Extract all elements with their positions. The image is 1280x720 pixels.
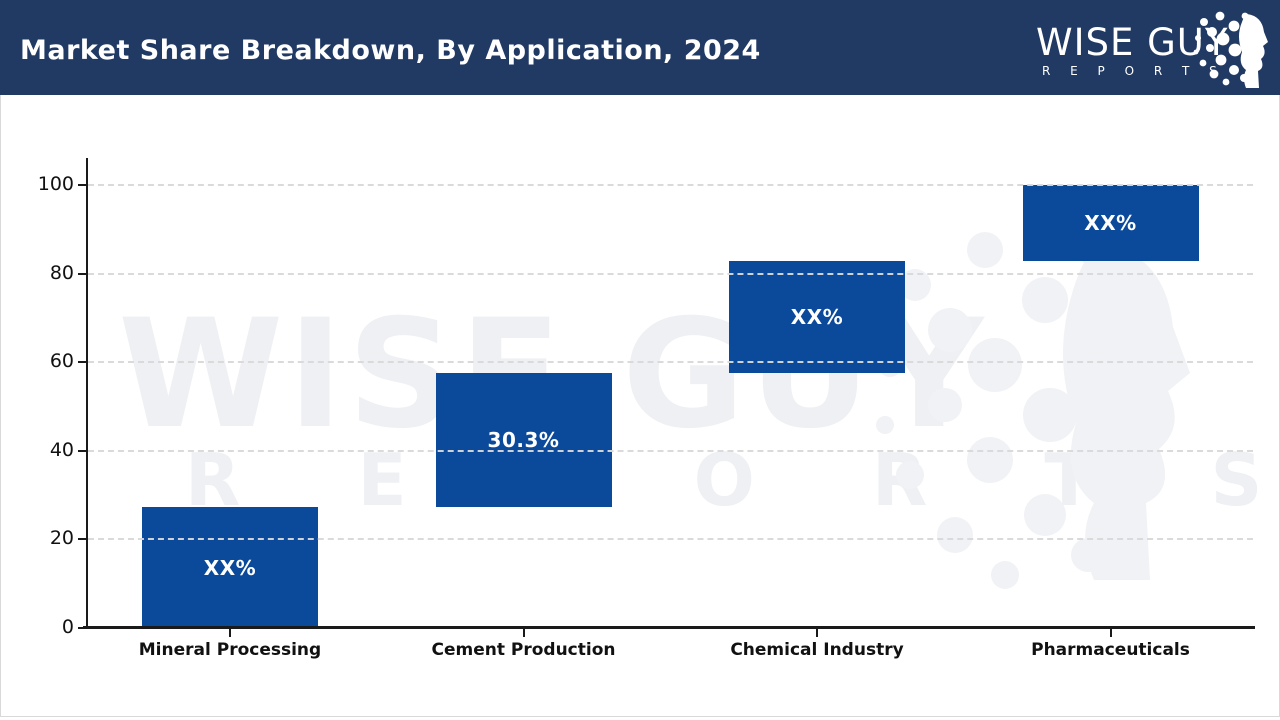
dotted-head-icon [1190, 8, 1268, 94]
bar-value-label-mineral-processing: XX% [203, 555, 257, 580]
logo-wise-guy-text: WISE GUY [1036, 21, 1229, 64]
page-title: Market Share Breakdown, By Application, … [20, 35, 761, 66]
y-tick-label-80: 80 [49, 261, 74, 284]
bar-chemical-industry: XX% [729, 260, 905, 373]
x-tick-mark-mineral-processing [229, 629, 231, 637]
y-tick-label-60: 60 [49, 350, 74, 373]
gridline-20 [88, 538, 1253, 541]
x-tick-label-cement-production: Cement Production [431, 640, 616, 660]
header-bar: Market Share Breakdown, By Application, … [0, 0, 1280, 95]
logo-wordmark: WISE GUY R E P O R T S [1036, 21, 1229, 78]
y-tick-mark-0 [78, 627, 86, 629]
y-tick-mark-20 [78, 538, 86, 541]
bar-value-label-cement-production: 30.3% [487, 427, 560, 452]
gridline-60 [88, 361, 1253, 364]
y-tick-label-100: 100 [37, 173, 74, 195]
x-tick-label-pharmaceuticals: Pharmaceuticals [1031, 640, 1190, 660]
y-tick-mark-80 [78, 272, 86, 275]
gridline-40 [88, 449, 1253, 452]
y-tick-mark-40 [78, 449, 86, 452]
bar-value-label-pharmaceuticals: XX% [1084, 210, 1137, 235]
gridline-80 [88, 272, 1253, 275]
bar-mineral-processing: XX% [142, 507, 318, 628]
bar-pharmaceuticals: XX% [1022, 185, 1199, 261]
y-tick-label-40: 40 [49, 438, 74, 461]
x-tick-mark-chemical-industry [816, 629, 818, 637]
bar-cement-production: 30.3% [435, 372, 612, 508]
watermark-dotted-head-icon [860, 215, 1190, 619]
wise-guy-logo: WISE GUY R E P O R T S [1008, 6, 1268, 90]
y-tick-mark-100 [78, 184, 86, 186]
y-tick-label-0: 0 [61, 616, 74, 638]
x-tick-label-chemical-industry: Chemical Industry [730, 640, 904, 660]
x-tick-mark-cement-production [522, 629, 525, 637]
y-axis-line [86, 158, 88, 629]
y-tick-mark-60 [78, 361, 86, 364]
x-tick-mark-pharmaceuticals [1109, 629, 1112, 637]
gridline-100 [88, 184, 1253, 186]
x-tick-label-mineral-processing: Mineral Processing [138, 640, 322, 660]
y-tick-label-20: 20 [49, 527, 74, 550]
bar-value-label-chemical-industry: XX% [790, 304, 844, 329]
x-axis-line [83, 626, 1255, 629]
logo-reports-text: R E P O R T S [1042, 64, 1225, 78]
